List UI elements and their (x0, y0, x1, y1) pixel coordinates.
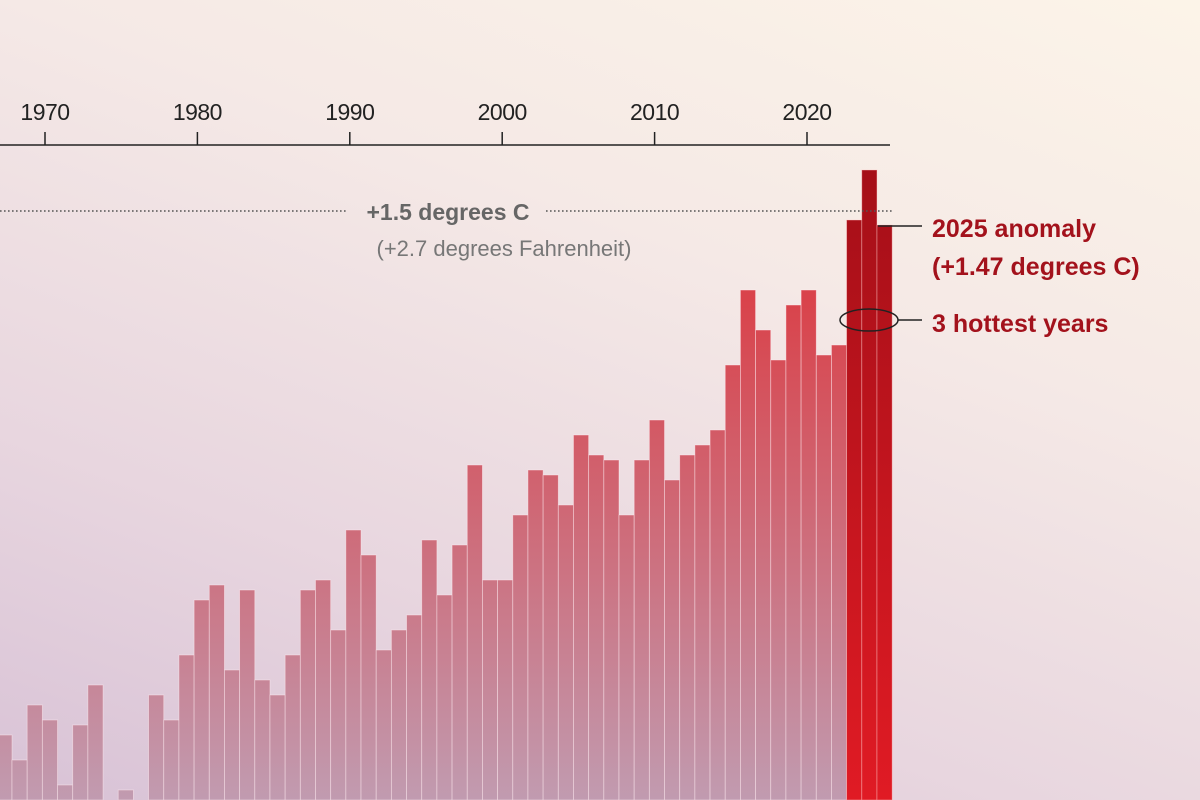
bar-1995 (421, 539, 438, 800)
bar-2007 (603, 459, 620, 800)
reference-label: +1.5 degrees C (366, 199, 529, 225)
x-tick-label-2020: 2020 (782, 99, 831, 125)
bar-1979 (178, 654, 195, 800)
bar-1967 (0, 734, 13, 800)
x-tick-label-1980: 1980 (173, 99, 222, 125)
bar-1996 (436, 594, 453, 800)
bar-1992 (375, 649, 392, 800)
bar-1975 (117, 789, 134, 800)
bar-2005 (573, 434, 590, 800)
bar-1989 (330, 629, 347, 800)
bar-1985 (269, 694, 286, 800)
hottest-years-label: 3 hottest years (932, 310, 1108, 338)
bar-2011 (664, 479, 681, 800)
anomaly-label-line2: (+1.47 degrees C) (932, 253, 1140, 281)
bar-2020 (800, 289, 817, 800)
bar-2023 (846, 219, 863, 800)
bar-2018 (770, 359, 787, 800)
bar-1980 (193, 599, 210, 800)
bar-1970 (41, 719, 58, 800)
bar-1991 (360, 554, 377, 800)
x-tick-label-1990: 1990 (325, 99, 374, 125)
bar-2016 (740, 289, 756, 800)
reference-sublabel: (+2.7 degrees Fahrenheit) (377, 236, 632, 261)
bar-2022 (831, 344, 848, 800)
bar-2012 (679, 454, 696, 800)
x-tick-label-1970: 1970 (20, 99, 69, 125)
bar-2003 (542, 474, 559, 800)
bar-1982 (224, 669, 241, 800)
bar-2021 (815, 354, 832, 800)
bar-1983 (239, 589, 256, 800)
bar-1978 (163, 719, 180, 800)
bar-1999 (482, 579, 498, 800)
bar-2009 (633, 459, 650, 800)
bar-2013 (694, 444, 711, 800)
bar-1988 (315, 579, 332, 800)
bar-2010 (648, 419, 665, 800)
bar-1986 (284, 654, 301, 800)
bar-2014 (709, 429, 726, 800)
bar-1998 (466, 464, 483, 800)
bar-1971 (57, 784, 74, 800)
bar-2004 (557, 504, 574, 800)
bar-2001 (512, 514, 529, 800)
bar-2006 (588, 454, 605, 800)
bar-2017 (755, 329, 772, 800)
bar-2008 (618, 514, 635, 800)
bar-1968 (11, 759, 28, 800)
annotations: 2025 anomaly (+1.47 degrees C) 3 hottest… (839, 215, 1140, 338)
bar-2019 (785, 304, 802, 800)
bar-2025 (876, 224, 893, 800)
bars (0, 169, 893, 800)
bar-1990 (345, 529, 362, 800)
bar-1972 (72, 724, 89, 800)
x-tick-label-2010: 2010 (630, 99, 679, 125)
bar-2015 (724, 364, 741, 800)
bar-1981 (208, 584, 225, 800)
bar-1987 (299, 589, 316, 800)
bar-1984 (254, 679, 271, 800)
bar-1994 (406, 614, 423, 800)
bar-1973 (87, 684, 104, 800)
bar-1993 (390, 629, 407, 800)
bar-1969 (26, 704, 43, 800)
bar-1977 (148, 694, 165, 800)
bar-2000 (497, 579, 514, 800)
reference-line-group: +1.5 degrees C (+2.7 degrees Fahrenheit) (0, 199, 892, 261)
anomaly-label-line1: 2025 anomaly (932, 215, 1096, 243)
x-tick-label-2000: 2000 (478, 99, 527, 125)
bar-2024 (861, 169, 878, 800)
x-axis: 1970 1980 1990 2000 2010 2020 (0, 99, 890, 146)
bar-2002 (527, 469, 544, 800)
bar-1997 (451, 544, 468, 800)
